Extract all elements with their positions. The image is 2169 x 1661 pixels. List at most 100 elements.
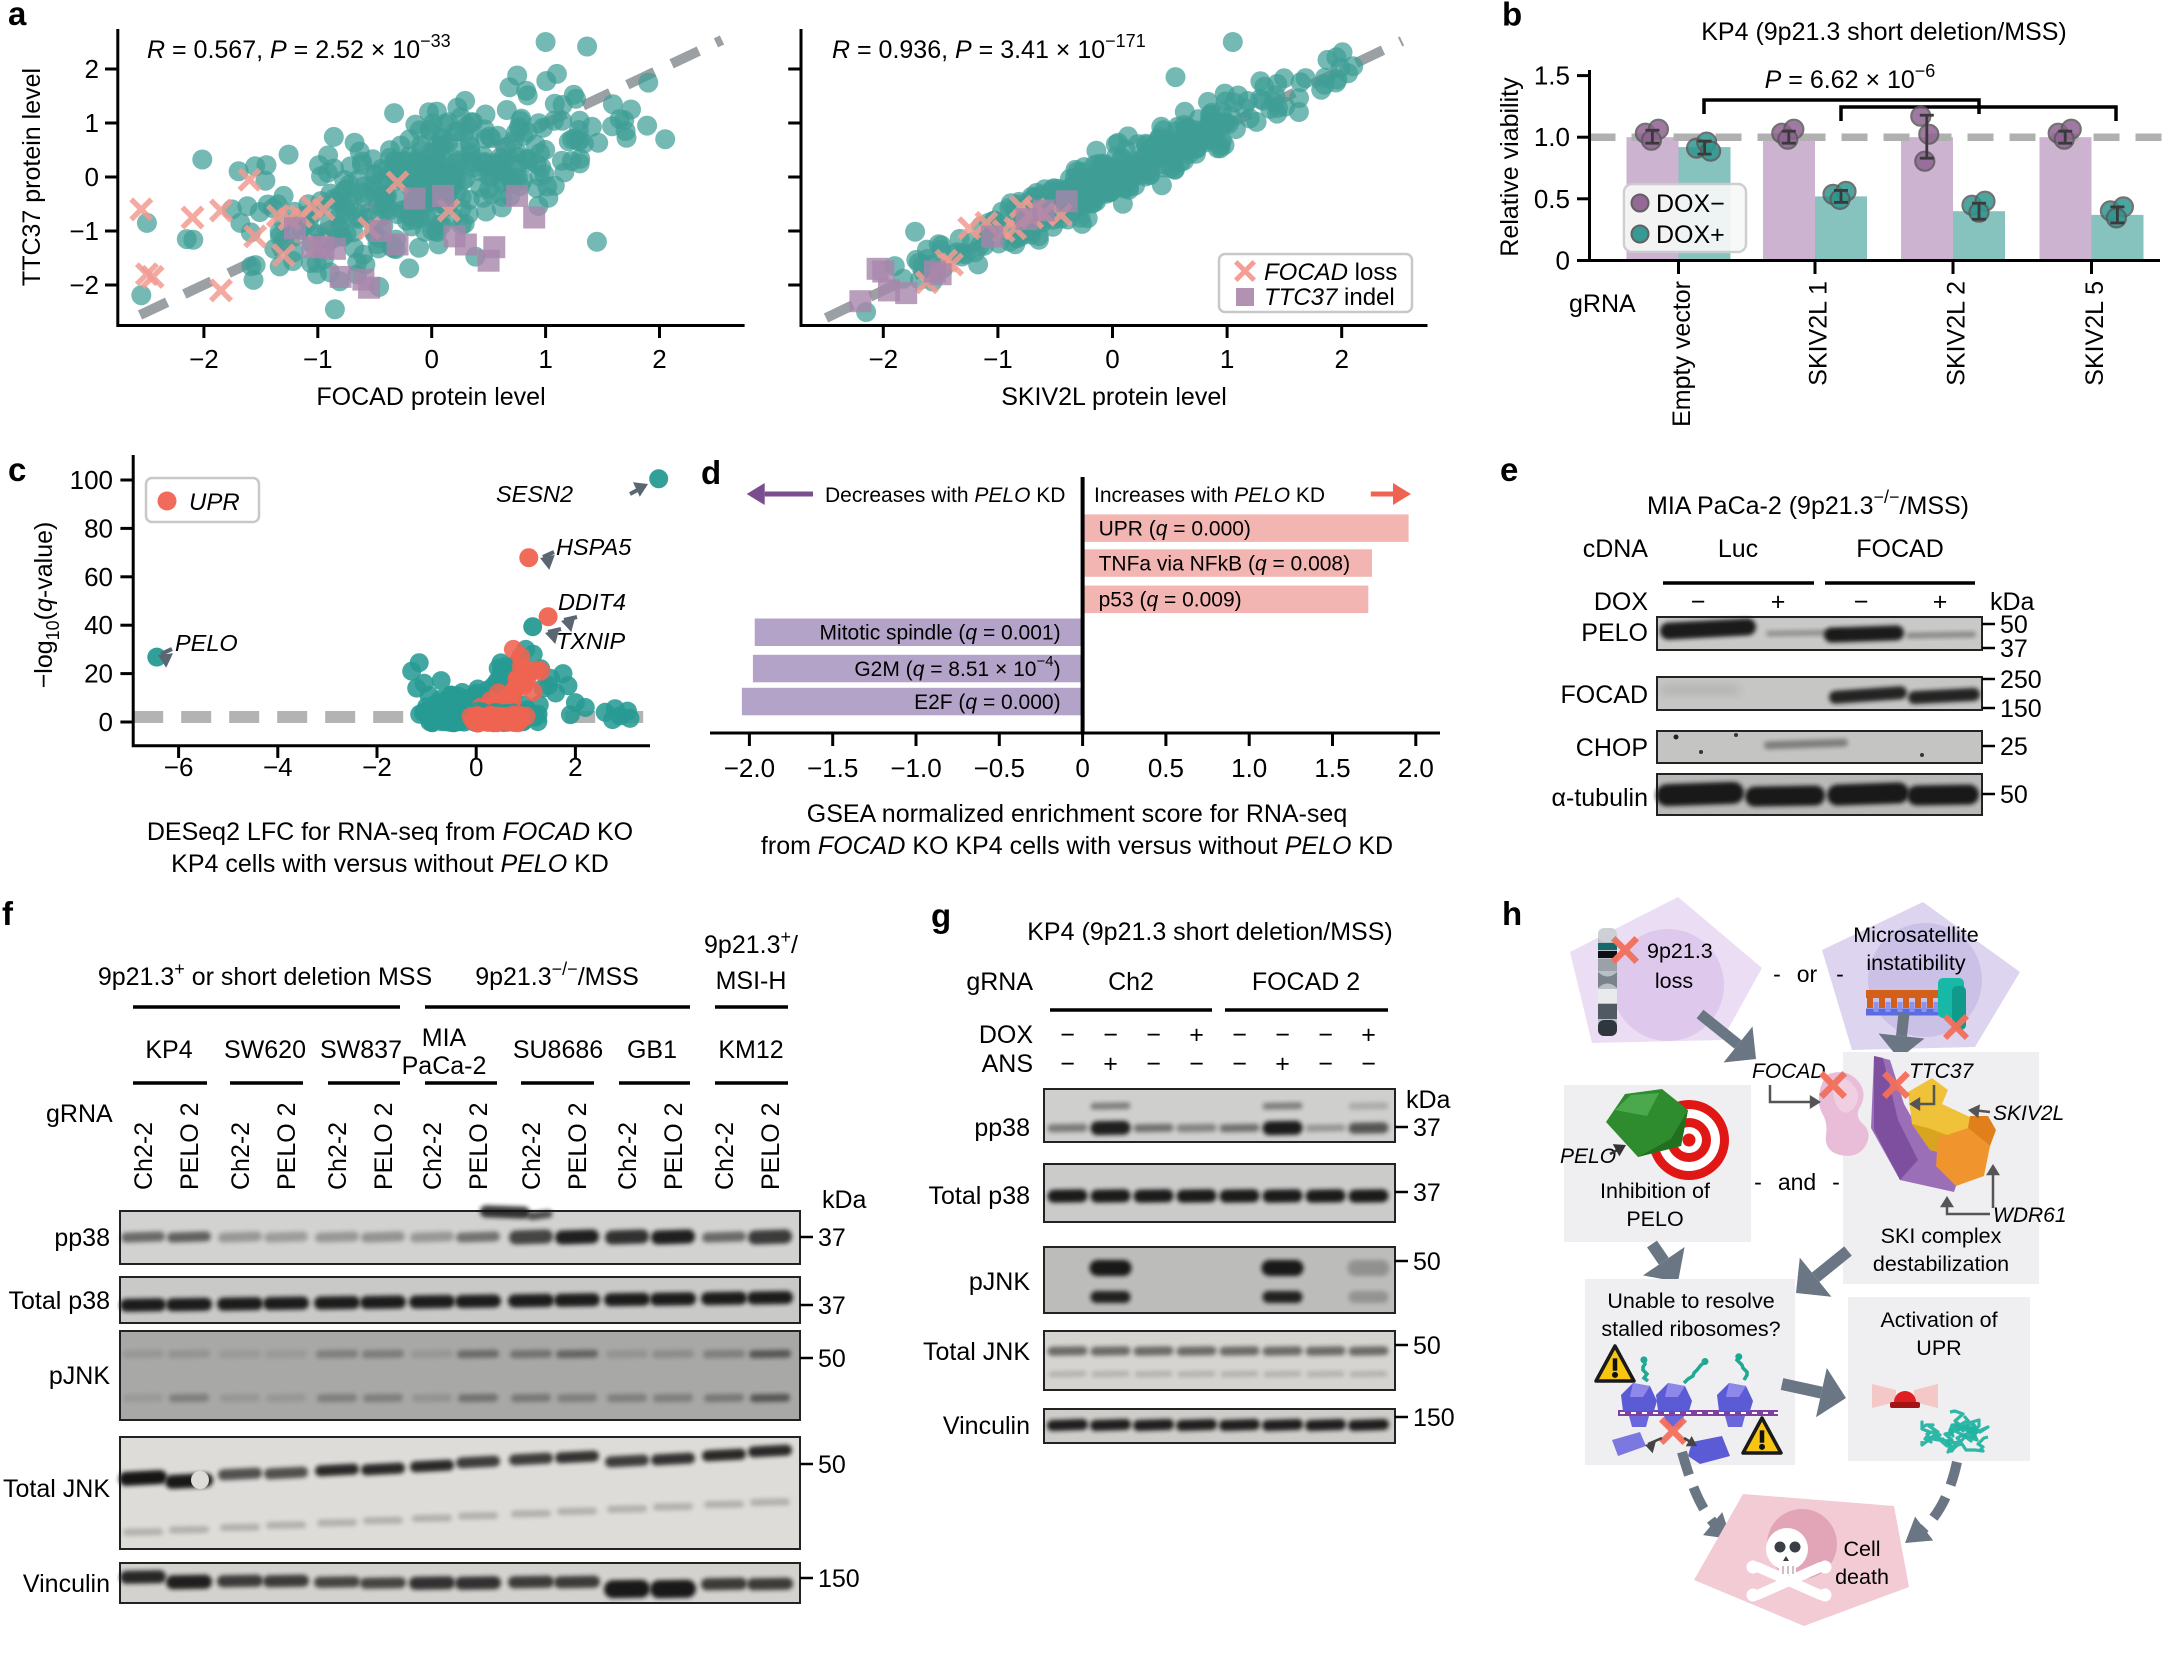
svg-text:GSEA normalized enrichment sco: GSEA normalized enrichment score for RNA… [807,800,1348,828]
svg-text:0: 0 [424,344,438,374]
svg-text:+: + [1771,588,1786,616]
svg-text:or: or [1797,961,1818,987]
svg-text:KP4 cells with versus without: KP4 cells with versus without PELO KD [171,850,609,878]
svg-text:−: − [1318,1021,1333,1049]
svg-text:SU8686: SU8686 [513,1036,603,1064]
svg-text:g: g [931,897,951,934]
svg-text:f: f [2,895,14,932]
svg-text:Relative viability: Relative viability [1496,77,1524,257]
svg-text:2: 2 [1334,344,1348,374]
svg-text:Ch2-2: Ch2-2 [130,1122,158,1190]
svg-text:−0.5: −0.5 [974,753,1025,783]
svg-text:pp38: pp38 [974,1114,1030,1142]
svg-text:death: death [1835,1565,1889,1589]
svg-text:kDa: kDa [822,1186,867,1214]
svg-text:0: 0 [85,162,99,192]
svg-text:50: 50 [2000,611,2028,639]
svg-text:Unable to resolve: Unable to resolve [1607,1289,1774,1313]
svg-text:1.0: 1.0 [1534,122,1570,152]
svg-text:+: + [1933,588,1948,616]
svg-text:e: e [1500,451,1518,488]
svg-text:Total JNK: Total JNK [3,1475,110,1503]
svg-text:Ch2-2: Ch2-2 [227,1122,255,1190]
svg-text:−2: −2 [362,752,392,782]
svg-text:1.0: 1.0 [1231,753,1267,783]
svg-text:Decreases with PELO KD: Decreases with PELO KD [825,484,1065,507]
svg-text:1.5: 1.5 [1534,61,1570,91]
svg-text:PELO 2: PELO 2 [564,1102,592,1190]
svg-text:0: 0 [99,707,113,737]
svg-text:−1.5: −1.5 [807,753,858,783]
svg-text:MIA PaCa-2 (9p21.3−/−/MSS): MIA PaCa-2 (9p21.3−/−/MSS) [1647,487,1969,520]
svg-text:−: − [1189,1050,1204,1078]
svg-text:MIA: MIA [422,1024,467,1052]
svg-text:p53 (q = 0.009): p53 (q = 0.009) [1099,589,1242,612]
svg-text:TTC37: TTC37 [1909,1060,1975,1083]
svg-text:KP4 (9p21.3 short deletion/MSS: KP4 (9p21.3 short deletion/MSS) [1701,18,2066,46]
svg-text:−: − [1060,1021,1075,1049]
svg-text:-: - [1832,1169,1840,1195]
svg-text:kDa: kDa [1406,1086,1451,1114]
svg-text:Ch2-2: Ch2-2 [324,1122,352,1190]
svg-text:pp38: pp38 [54,1224,110,1252]
svg-text:a: a [8,0,27,32]
svg-text:Increases with PELO KD: Increases with PELO KD [1094,484,1325,507]
svg-text:40: 40 [84,610,113,640]
svg-text:-: - [1754,1169,1762,1195]
svg-text:pJNK: pJNK [49,1362,110,1390]
svg-text:0: 0 [469,752,483,782]
svg-text:9p21.3: 9p21.3 [1647,939,1713,963]
svg-text:KP4: KP4 [145,1036,192,1064]
svg-text:−1: −1 [983,344,1013,374]
svg-text:37: 37 [1413,1179,1441,1207]
svg-text:2: 2 [85,54,99,84]
svg-text:gRNA: gRNA [46,1100,113,1128]
svg-text:TTC37 indel: TTC37 indel [1264,284,1395,311]
svg-text:-: - [1773,961,1781,987]
svg-text:α-tubulin: α-tubulin [1552,784,1648,812]
svg-text:UPR (q = 0.000): UPR (q = 0.000) [1099,517,1251,540]
svg-text:PELO: PELO [1581,619,1648,647]
svg-text:Microsatellite: Microsatellite [1853,923,1978,947]
svg-text:+: + [1189,1021,1204,1049]
svg-text:KM12: KM12 [718,1036,783,1064]
svg-text:FOCAD 2: FOCAD 2 [1252,968,1360,996]
svg-text:Cell: Cell [1843,1537,1880,1561]
svg-text:UPR: UPR [1916,1336,1961,1360]
svg-text:kDa: kDa [1990,588,2035,616]
svg-text:SW620: SW620 [224,1036,306,1064]
svg-text:−2.0: −2.0 [724,753,775,783]
svg-text:80: 80 [84,513,113,543]
svg-text:−1.0: −1.0 [890,753,941,783]
svg-text:50: 50 [818,1345,846,1373]
svg-text:250: 250 [2000,666,2042,694]
svg-text:destabilization: destabilization [1873,1252,2009,1276]
svg-text:Total p38: Total p38 [9,1287,110,1315]
svg-text:G2M (q = 8.51 × 10−4): G2M (q = 8.51 × 10−4) [854,653,1060,681]
svg-text:−6: −6 [164,752,194,782]
svg-text:WDR61: WDR61 [1993,1204,2067,1227]
svg-text:and: and [1778,1169,1816,1195]
svg-text:2: 2 [568,752,582,782]
svg-text:from FOCAD KO KP4 cells with v: from FOCAD KO KP4 cells with versus with… [761,832,1393,860]
svg-text:PaCa-2: PaCa-2 [402,1052,487,1080]
svg-text:DESeq2 LFC for RNA-seq from FO: DESeq2 LFC for RNA-seq from FOCAD KO [147,818,633,846]
svg-text:−: − [1275,1021,1290,1049]
svg-text:SESN2: SESN2 [496,481,573,507]
svg-text:−4: −4 [263,752,293,782]
svg-text:FOCAD: FOCAD [1752,1060,1826,1083]
svg-text:E2F (q = 0.000): E2F (q = 0.000) [914,691,1061,714]
svg-text:+: + [1361,1021,1376,1049]
svg-text:CHOP: CHOP [1576,734,1648,762]
svg-text:R = 0.936, P = 3.41 × 10−171: R = 0.936, P = 3.41 × 10−171 [832,31,1146,64]
svg-text:h: h [1502,895,1522,932]
svg-text:−: − [1318,1050,1333,1078]
svg-text:PELO 2: PELO 2 [465,1102,493,1190]
svg-text:−: − [1854,588,1869,616]
svg-text:Vinculin: Vinculin [23,1570,110,1598]
svg-text:PELO 2: PELO 2 [176,1102,204,1190]
svg-text:0: 0 [1105,344,1119,374]
svg-text:FOCAD loss: FOCAD loss [1264,259,1397,286]
svg-text:−log10(q-value): −log10(q-value) [30,522,63,689]
svg-text:37: 37 [818,1292,846,1320]
